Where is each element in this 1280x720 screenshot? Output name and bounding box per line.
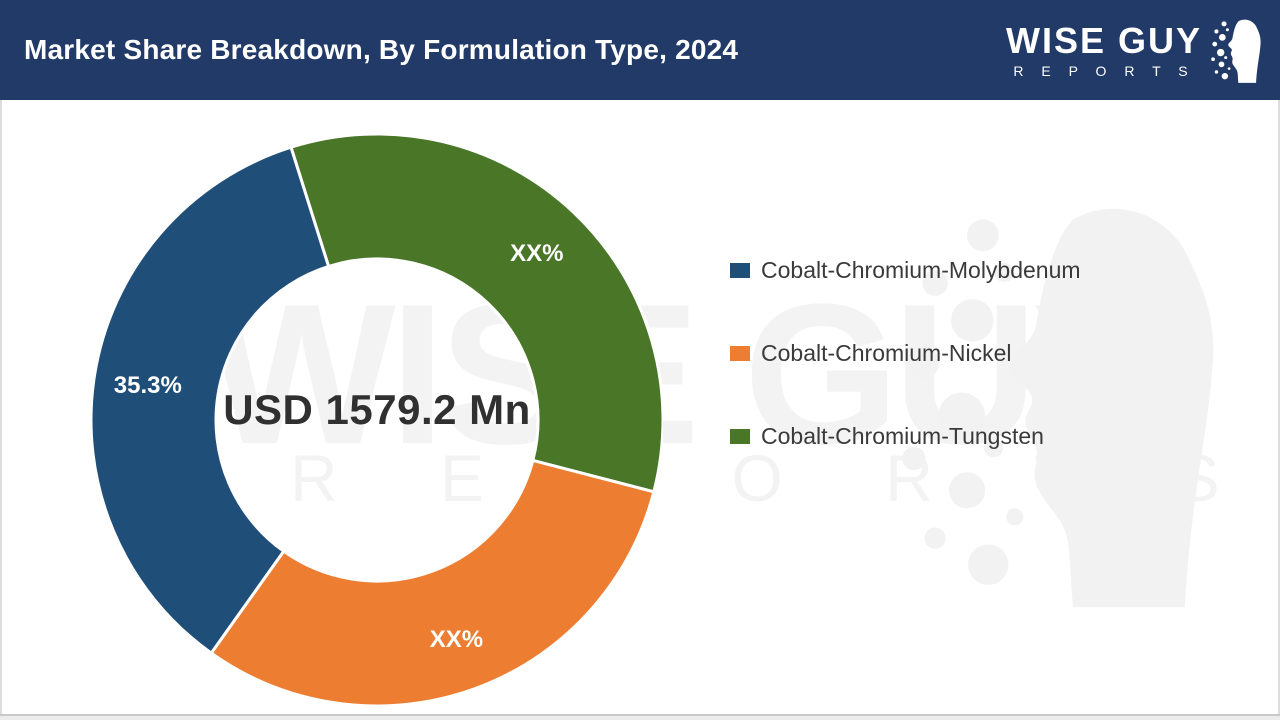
donut-segment-Cobalt-Chromium-Tungsten xyxy=(289,132,665,494)
legend-label: Cobalt-Chromium-Tungsten xyxy=(761,422,1044,449)
donut-center-value: USD 1579.2 Mn xyxy=(223,386,531,433)
legend-swatch-blue xyxy=(730,262,750,278)
donut-segment-Cobalt-Chromium-Molybdenum xyxy=(89,145,331,656)
legend-item-molybdenum: Cobalt-Chromium-Molybdenum xyxy=(730,256,1081,284)
logo-face-icon xyxy=(1211,19,1261,83)
legend: Cobalt-Chromium-Molybdenum Cobalt-Chromi… xyxy=(730,256,1081,450)
legend-item-tungsten: Cobalt-Chromium-Tungsten xyxy=(730,422,1081,450)
chart-area: WISE GUY R E P O R T S XX% XX% 35.3% USD 1… xyxy=(0,100,1280,715)
page-title: Market Share Breakdown, By Formulation T… xyxy=(24,34,739,65)
donut-svg: XX% XX% 35.3% xyxy=(89,132,665,708)
slice-percentage-label: XX% xyxy=(430,626,483,653)
header-bar: Market Share Breakdown, By Formulation T… xyxy=(0,0,1280,100)
legend-label: Cobalt-Chromium-Molybdenum xyxy=(761,256,1081,283)
slice-percentage-label: XX% xyxy=(510,240,563,267)
watermark-wordmark: WISE GUY xyxy=(207,263,1165,486)
donut-chart: XX% XX% 35.3% xyxy=(89,132,665,708)
donut-segment-Cobalt-Chromium-Nickel xyxy=(209,458,656,708)
logo-subtitle: R E P O R T S xyxy=(1013,62,1195,79)
slice-percentage-label: 35.3% xyxy=(114,372,182,399)
logo-wordmark: WISE GUY xyxy=(1005,19,1202,61)
watermark-face-icon xyxy=(902,208,1214,608)
logo-text: WISE GUY R E P O R T S xyxy=(1005,19,1202,79)
wise-guy-logo: WISE GUY R E P O R T S xyxy=(1006,12,1262,88)
legend-swatch-orange xyxy=(730,345,750,361)
legend-item-nickel: Cobalt-Chromium-Nickel xyxy=(730,339,1081,367)
legend-swatch-green xyxy=(730,428,750,444)
bottom-edge-strip xyxy=(0,714,1280,720)
legend-label: Cobalt-Chromium-Nickel xyxy=(761,339,1012,366)
